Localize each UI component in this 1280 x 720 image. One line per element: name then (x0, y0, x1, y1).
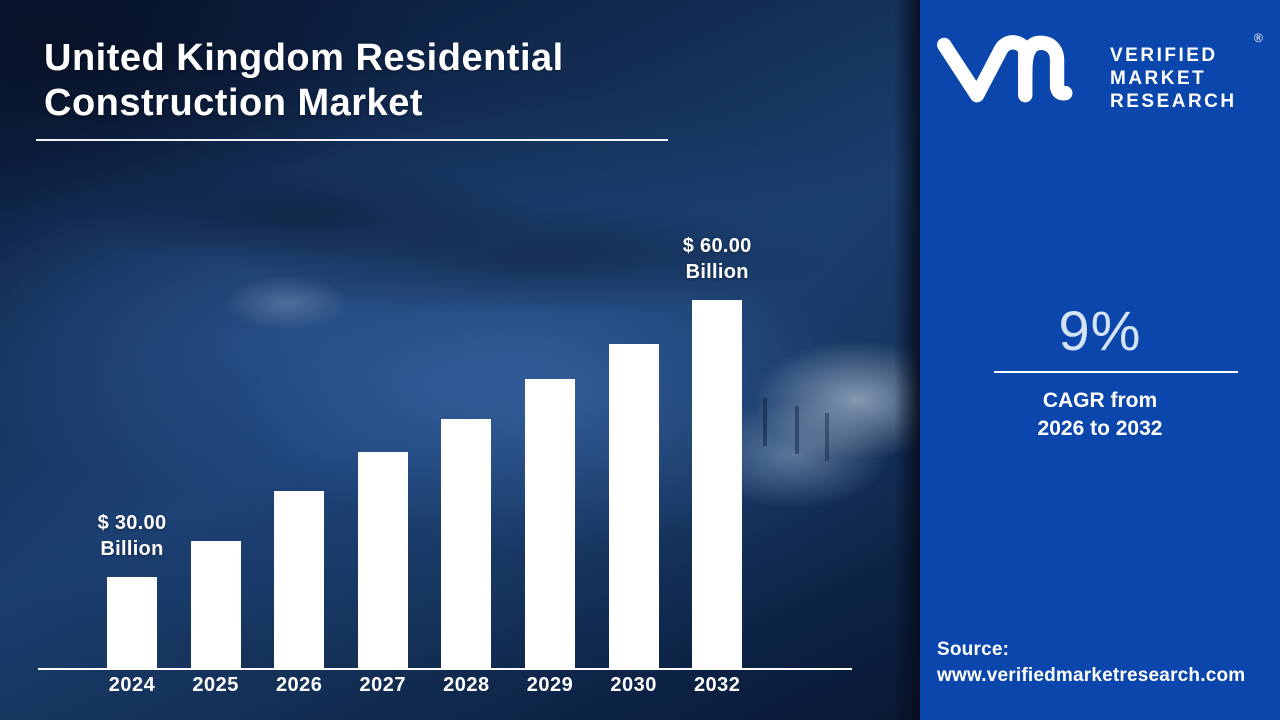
cagr-divider (994, 371, 1238, 373)
sidebar: VERIFIED MARKET RESEARCH ® 9% CAGR from … (920, 0, 1280, 720)
page-title-line2: Construction Market (44, 82, 423, 124)
bar-chart: 2024 2025 2026 2027 2028 2029 2030 2032 $ 30.00 B… (38, 235, 852, 696)
x-axis-label: 2026 (275, 674, 323, 696)
source-url: www.verifiedmarketresearch.com (937, 665, 1246, 686)
cagr-label-line1: CAGR from (1042, 389, 1158, 412)
chimney-silhouette (763, 398, 767, 446)
cagr-label-line2: 2026 to 2032 (1037, 417, 1163, 440)
x-axis-label: 2027 (359, 674, 407, 696)
bar-value-label: $ 60.00 Billion (682, 235, 752, 283)
registered-trademark-icon: ® (1254, 31, 1263, 45)
x-axis-label: 2024 (108, 674, 156, 696)
title-underline (36, 139, 668, 141)
cagr-value: 9% (1058, 299, 1142, 362)
vmr-logo-icon (937, 35, 1073, 103)
chart-bar (441, 419, 492, 668)
chart-panel: United Kingdom Residential Construction … (0, 0, 920, 720)
brand-name-line1: VERIFIED (1110, 45, 1218, 66)
chart-bar (107, 577, 157, 668)
chart-bar (274, 491, 325, 668)
brand-name: VERIFIED MARKET RESEARCH (1110, 44, 1237, 113)
cagr-label: CAGR from 2026 to 2032 (920, 387, 1280, 443)
page-title-line1: United Kingdom Residential (44, 37, 564, 79)
chart-bar (357, 452, 408, 668)
x-axis-label: 2025 (192, 674, 239, 696)
x-axis-label: 2029 (526, 674, 574, 696)
x-axis-line (38, 668, 852, 670)
chart-bar (190, 541, 241, 668)
chart-bar (608, 344, 659, 668)
bar-value-label: $ 30.00 Billion (97, 512, 167, 560)
x-axis-label: 2032 (693, 674, 741, 696)
brand-name-line3: RESEARCH (1110, 91, 1237, 112)
x-axis-label: 2030 (610, 674, 657, 696)
page-title: United Kingdom Residential Construction … (44, 36, 564, 126)
chart-bar (525, 379, 575, 668)
x-axis-label: 2028 (443, 674, 490, 696)
source-label: Source: (937, 639, 1010, 660)
chart-bar (692, 300, 743, 668)
brand-name-line2: MARKET (1110, 68, 1207, 89)
source-block: Source: www.verifiedmarketresearch.com (937, 637, 1245, 689)
